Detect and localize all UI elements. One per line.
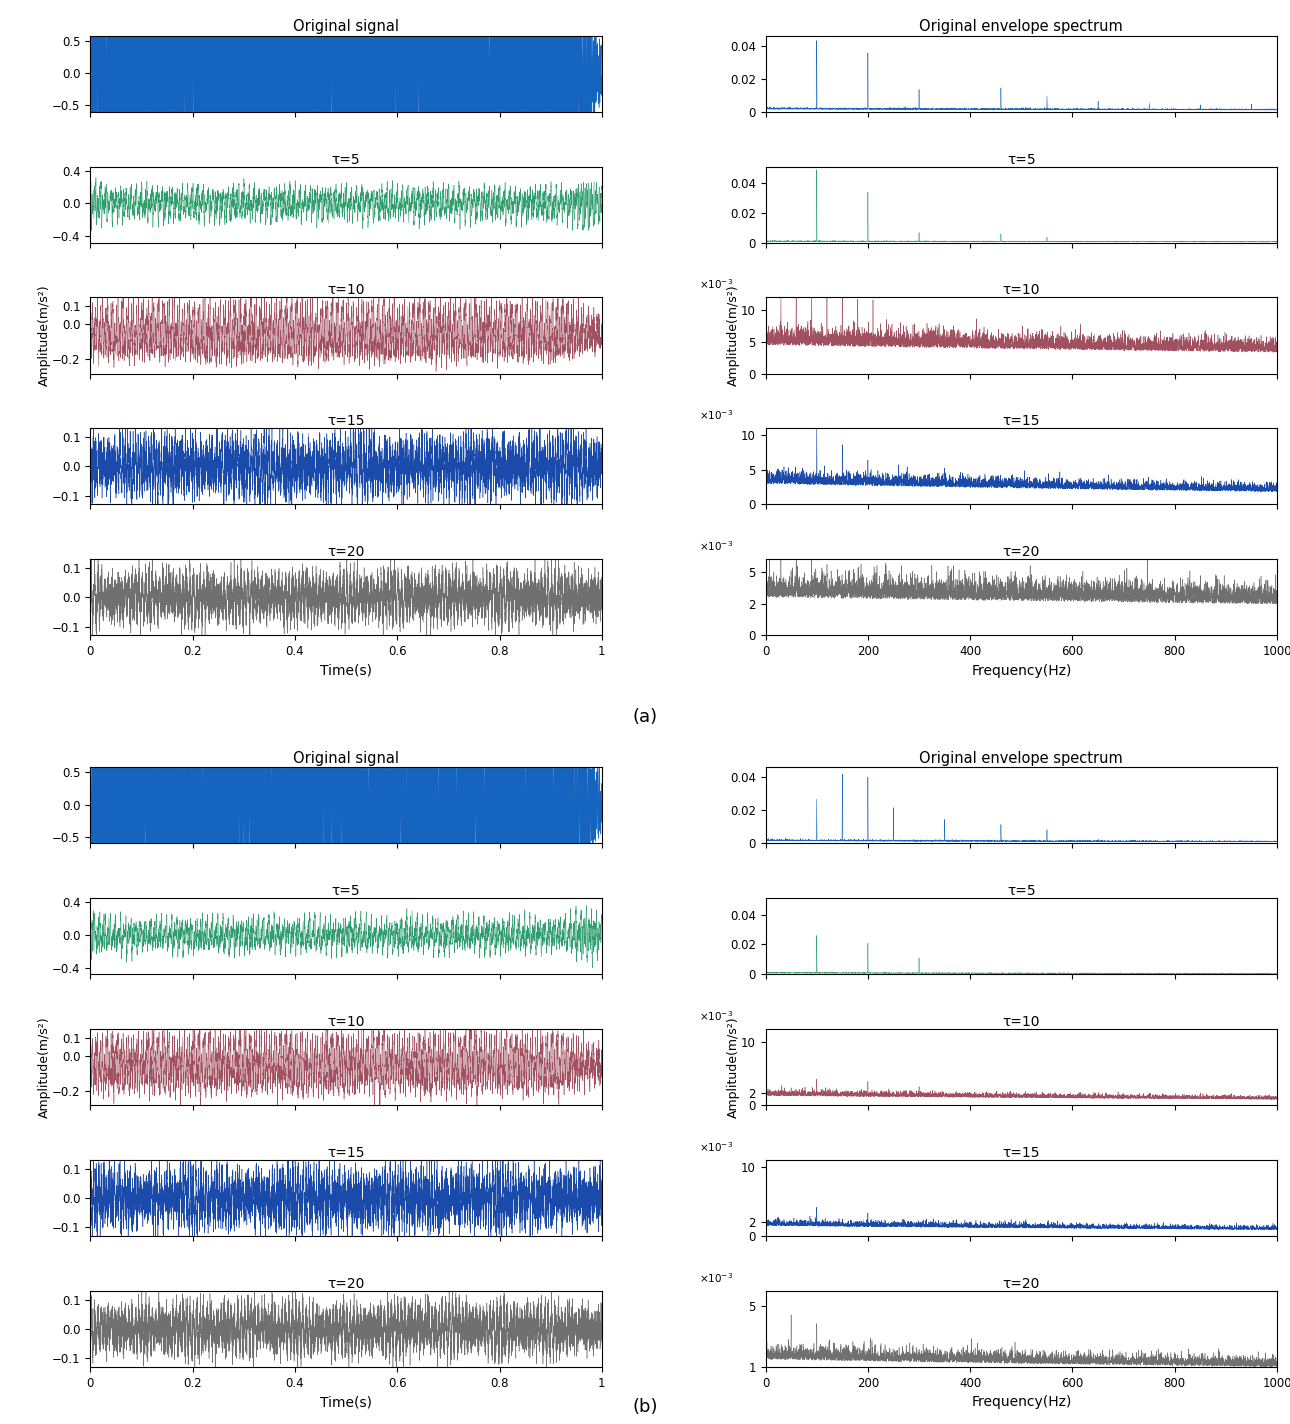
Title: τ=10: τ=10 (1002, 283, 1040, 298)
Title: τ=20: τ=20 (1002, 1277, 1040, 1292)
Title: Original signal: Original signal (293, 750, 399, 766)
Text: $\times10^{-3}$: $\times10^{-3}$ (699, 1010, 733, 1022)
X-axis label: Frequency(Hz): Frequency(Hz) (971, 1396, 1072, 1410)
Title: τ=10: τ=10 (328, 283, 365, 298)
Title: τ=20: τ=20 (328, 1277, 365, 1292)
Text: (b): (b) (632, 1398, 658, 1417)
Text: $\times10^{-3}$: $\times10^{-3}$ (699, 278, 733, 292)
Y-axis label: Amplitude(m/s²): Amplitude(m/s²) (726, 1017, 739, 1118)
Y-axis label: Amplitude(m/s²): Amplitude(m/s²) (37, 1017, 50, 1118)
Text: $\times10^{-3}$: $\times10^{-3}$ (699, 1141, 733, 1153)
Title: τ=20: τ=20 (328, 545, 365, 560)
Title: τ=10: τ=10 (1002, 1015, 1040, 1030)
Title: τ=20: τ=20 (1002, 545, 1040, 560)
Text: $\times10^{-3}$: $\times10^{-3}$ (699, 540, 733, 553)
Text: $\times10^{-3}$: $\times10^{-3}$ (699, 409, 733, 423)
Title: τ=15: τ=15 (1002, 1146, 1040, 1161)
Title: τ=15: τ=15 (328, 414, 365, 429)
Text: (a): (a) (632, 708, 658, 726)
Title: τ=5: τ=5 (1007, 152, 1036, 167)
Title: τ=5: τ=5 (332, 884, 360, 899)
X-axis label: Time(s): Time(s) (320, 664, 372, 678)
Title: Original envelope spectrum: Original envelope spectrum (920, 750, 1124, 766)
Text: $\times10^{-3}$: $\times10^{-3}$ (699, 1272, 733, 1284)
Title: Original envelope spectrum: Original envelope spectrum (920, 20, 1124, 34)
X-axis label: Frequency(Hz): Frequency(Hz) (971, 664, 1072, 678)
Title: Original signal: Original signal (293, 20, 399, 34)
Title: τ=5: τ=5 (1007, 884, 1036, 899)
Y-axis label: Amplitude(m/s²): Amplitude(m/s²) (37, 285, 50, 386)
Title: τ=5: τ=5 (332, 152, 360, 167)
Y-axis label: Amplitude(m/s²): Amplitude(m/s²) (726, 285, 739, 386)
Title: τ=10: τ=10 (328, 1015, 365, 1030)
Title: τ=15: τ=15 (328, 1146, 365, 1161)
Title: τ=15: τ=15 (1002, 414, 1040, 429)
X-axis label: Time(s): Time(s) (320, 1396, 372, 1410)
